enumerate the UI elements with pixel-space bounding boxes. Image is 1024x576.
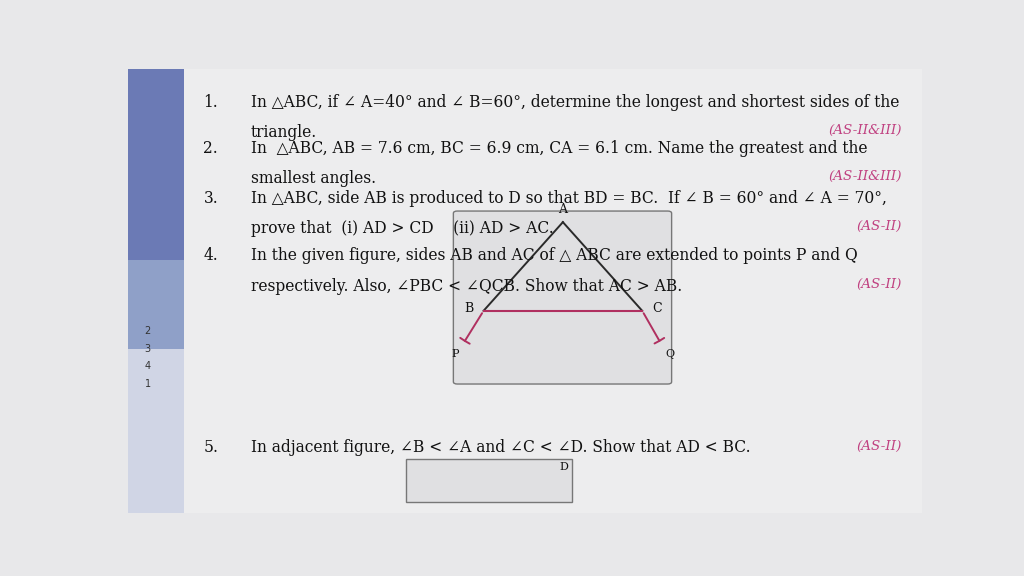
FancyBboxPatch shape [454, 211, 672, 384]
Text: 4.: 4. [204, 248, 218, 264]
Text: respectively. Also, ∠PBC < ∠QCB. Show that AC > AB.: respectively. Also, ∠PBC < ∠QCB. Show th… [251, 278, 682, 294]
Text: Q: Q [666, 348, 675, 358]
Text: In △ABC, if ∠ A=40° and ∠ B=60°, determine the longest and shortest sides of the: In △ABC, if ∠ A=40° and ∠ B=60°, determi… [251, 93, 899, 111]
Text: In adjacent figure, ∠B < ∠A and ∠C < ∠D. Show that AD < BC.: In adjacent figure, ∠B < ∠A and ∠C < ∠D.… [251, 439, 751, 456]
Text: C: C [652, 302, 662, 315]
Text: smallest angles.: smallest angles. [251, 170, 376, 187]
Bar [128, 348, 183, 513]
Text: P: P [452, 348, 459, 358]
Text: (AS-II&III): (AS-II&III) [828, 124, 902, 137]
Text: triangle.: triangle. [251, 124, 317, 141]
Text: (AS-II): (AS-II) [856, 439, 902, 453]
Bar [128, 260, 183, 357]
FancyBboxPatch shape [406, 460, 572, 502]
Text: 5.: 5. [204, 439, 218, 456]
Text: 4: 4 [144, 361, 151, 372]
Text: A: A [558, 203, 567, 217]
Text: 3: 3 [144, 343, 151, 354]
Text: 3.: 3. [204, 190, 218, 207]
Text: 2.: 2. [204, 140, 218, 157]
Text: In the given figure, sides AB and AC of △ ABC are extended to points P and Q: In the given figure, sides AB and AC of … [251, 248, 858, 264]
Text: 1.: 1. [204, 93, 218, 111]
Text: In  △ABC, AB = 7.6 cm, BC = 6.9 cm, CA = 6.1 cm. Name the greatest and the: In △ABC, AB = 7.6 cm, BC = 6.9 cm, CA = … [251, 140, 867, 157]
Bar [128, 69, 183, 268]
Text: (AS-II&III): (AS-II&III) [828, 170, 902, 183]
Text: prove that  (i) AD > CD    (ii) AD > AC.: prove that (i) AD > CD (ii) AD > AC. [251, 220, 554, 237]
Text: (AS-II): (AS-II) [856, 220, 902, 233]
Text: In △ABC, side AB is produced to D so that BD = BC.  If ∠ B = 60° and ∠ A = 70°,: In △ABC, side AB is produced to D so tha… [251, 190, 887, 207]
Text: B: B [465, 302, 474, 315]
Text: 1: 1 [144, 379, 151, 389]
Text: D: D [559, 461, 568, 472]
Text: (AS-II): (AS-II) [856, 278, 902, 290]
Text: 2: 2 [144, 326, 151, 336]
